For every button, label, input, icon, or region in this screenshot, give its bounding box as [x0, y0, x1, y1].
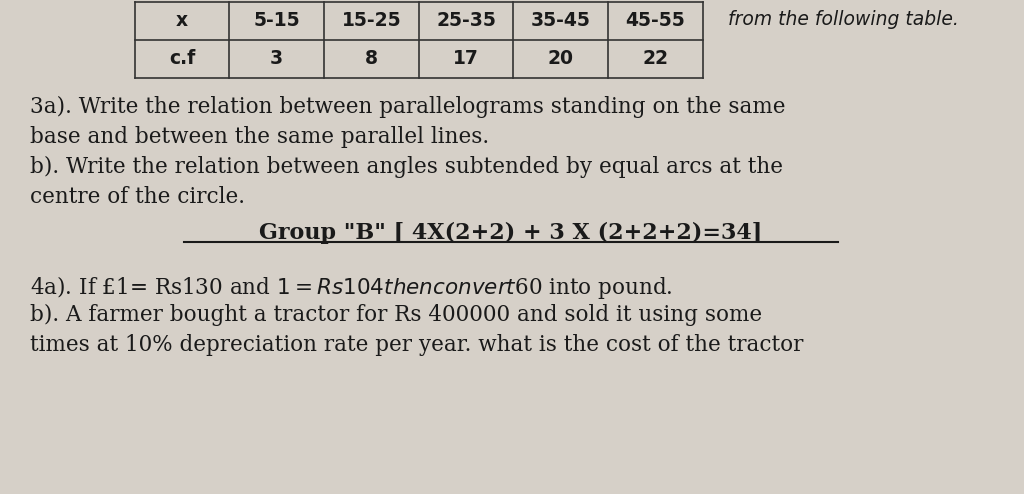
Text: base and between the same parallel lines.: base and between the same parallel lines… [30, 126, 489, 148]
Text: b). Write the relation between angles subtended by equal arcs at the: b). Write the relation between angles su… [30, 156, 783, 178]
Text: 25-35: 25-35 [436, 11, 496, 31]
Text: 17: 17 [454, 49, 479, 69]
Text: 15-25: 15-25 [342, 11, 401, 31]
Text: 3a). Write the relation between parallelograms standing on the same: 3a). Write the relation between parallel… [30, 96, 785, 118]
Text: Group "B" [ 4X(2+2) + 3 X (2+2+2)=34]: Group "B" [ 4X(2+2) + 3 X (2+2+2)=34] [259, 222, 762, 244]
Text: 45-55: 45-55 [626, 11, 685, 31]
Text: x: x [176, 11, 188, 31]
Text: 20: 20 [548, 49, 573, 69]
Text: 22: 22 [642, 49, 669, 69]
Text: times at 10% depreciation rate per year. what is the cost of the tractor: times at 10% depreciation rate per year.… [30, 334, 803, 356]
Text: c.f: c.f [169, 49, 196, 69]
Text: 3: 3 [270, 49, 284, 69]
Text: 5-15: 5-15 [253, 11, 300, 31]
Text: from the following table.: from the following table. [728, 10, 958, 29]
Text: 35-45: 35-45 [530, 11, 591, 31]
Text: centre of the circle.: centre of the circle. [30, 186, 245, 208]
Text: 8: 8 [365, 49, 378, 69]
Text: 4a). If £1= Rs130 and $ 1 = Rs 104 then convert $60 into pound.: 4a). If £1= Rs130 and $ 1 = Rs 104 then … [30, 274, 673, 301]
Text: b). A farmer bought a tractor for Rs 400000 and sold it using some: b). A farmer bought a tractor for Rs 400… [30, 304, 762, 326]
